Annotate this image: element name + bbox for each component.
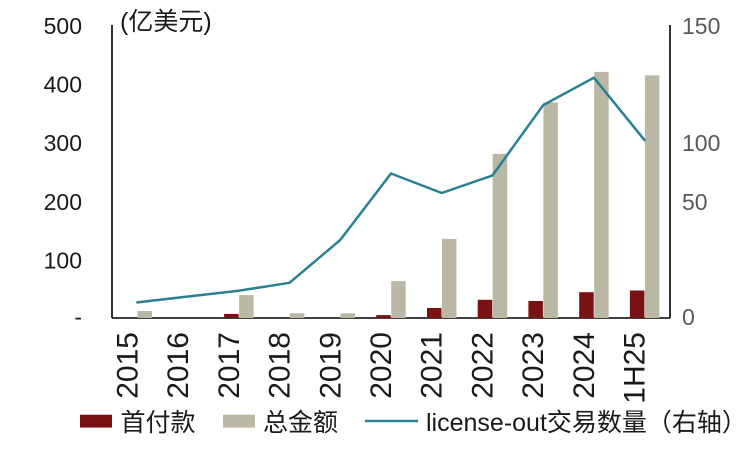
- svg-text:500: 500: [44, 13, 82, 39]
- svg-text:2020: 2020: [365, 332, 398, 399]
- svg-text:总金额: 总金额: [263, 409, 338, 437]
- svg-text:50: 50: [682, 189, 708, 215]
- svg-text:150: 150: [682, 13, 720, 39]
- svg-text:200: 200: [44, 189, 82, 215]
- svg-text:400: 400: [44, 72, 82, 98]
- svg-text:2019: 2019: [314, 332, 347, 399]
- svg-text:100: 100: [682, 130, 720, 156]
- svg-text:首付款: 首付款: [121, 409, 196, 437]
- svg-text:2022: 2022: [467, 332, 500, 399]
- svg-text:(亿美元): (亿美元): [120, 8, 212, 36]
- svg-text:1H25: 1H25: [619, 332, 652, 404]
- svg-text:0: 0: [682, 304, 695, 330]
- svg-text:2024: 2024: [568, 332, 601, 399]
- svg-text:2018: 2018: [264, 332, 297, 399]
- svg-text:2016: 2016: [162, 332, 195, 399]
- svg-text:license-out交易数量（右轴）: license-out交易数量（右轴）: [426, 409, 747, 437]
- svg-text:2023: 2023: [517, 332, 550, 399]
- svg-text:2021: 2021: [416, 332, 449, 399]
- svg-text:300: 300: [44, 130, 82, 156]
- svg-text:2015: 2015: [111, 332, 144, 399]
- svg-text:2017: 2017: [213, 332, 246, 399]
- svg-text:-: -: [74, 304, 82, 330]
- svg-text:100: 100: [44, 247, 82, 273]
